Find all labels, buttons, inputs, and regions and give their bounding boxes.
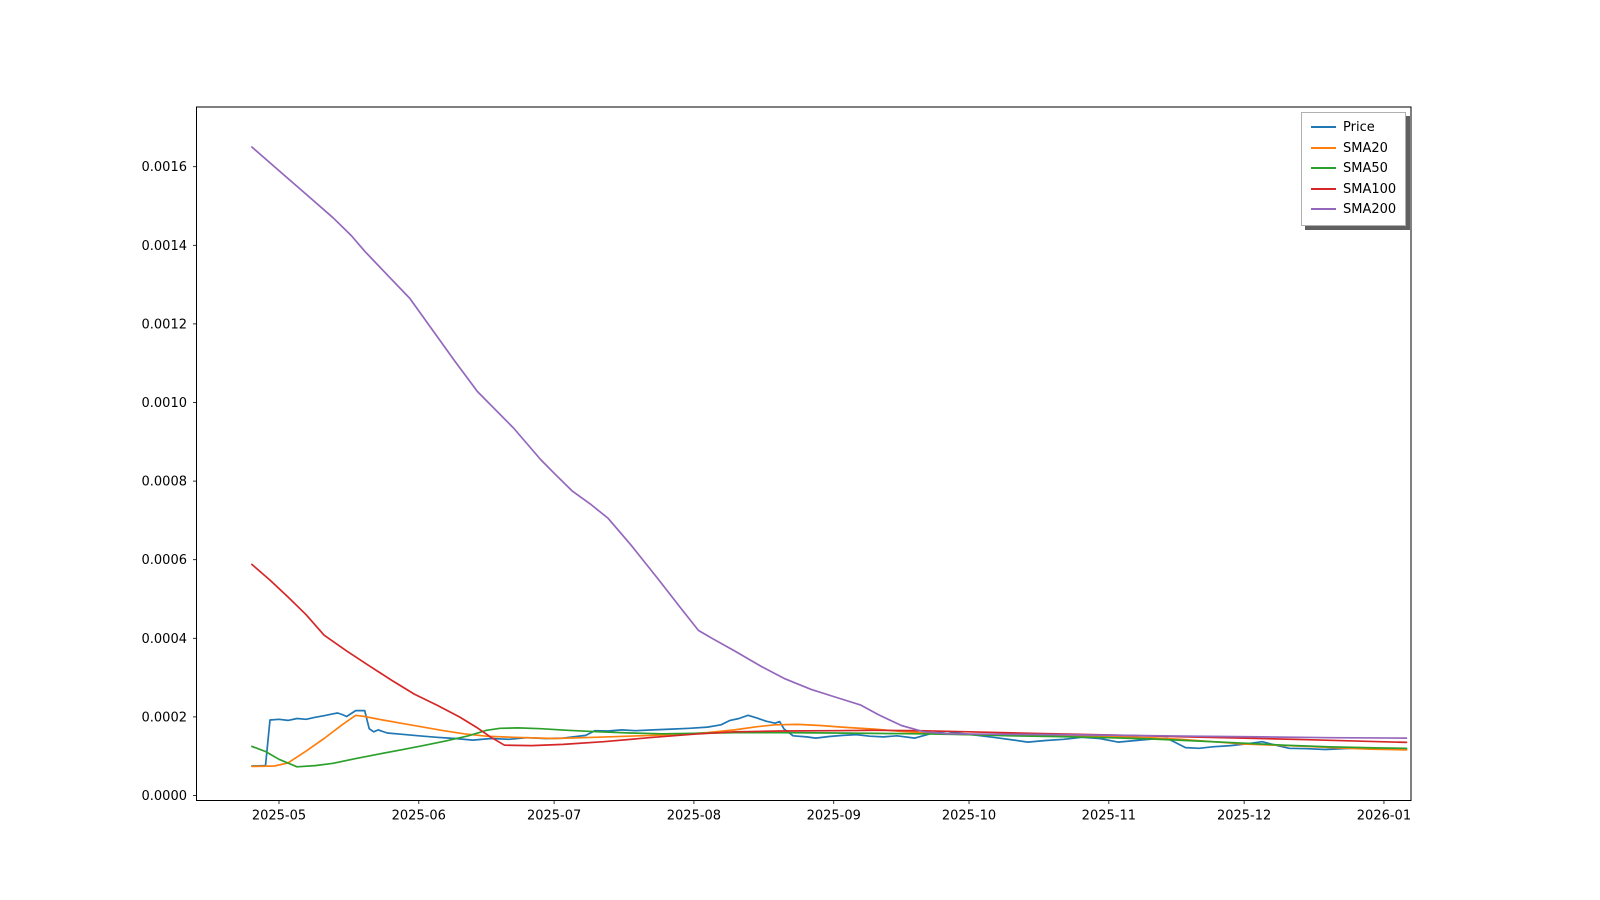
legend-swatch-sma50: [1311, 167, 1336, 170]
legend-swatch-sma20: [1311, 146, 1336, 149]
sma50-line: [251, 727, 1408, 768]
y-tick-label: 0.0008: [142, 475, 188, 490]
y-tick-label: 0.0016: [142, 160, 188, 175]
y-tick-label: 0.0012: [142, 317, 188, 332]
x-tick-label: 2025-09: [807, 809, 861, 824]
legend-swatch-sma100: [1311, 187, 1336, 190]
x-tick-label: 2025-08: [667, 809, 721, 824]
x-tick-label: 2025-06: [392, 809, 446, 824]
legend-item-sma200: SMA200: [1311, 199, 1396, 220]
legend-item-sma50: SMA50: [1311, 158, 1396, 179]
legend-item-price: Price: [1311, 117, 1396, 138]
y-tick-label: 0.0006: [142, 553, 188, 568]
legend-item-sma100: SMA100: [1311, 179, 1396, 200]
legend-label-price: Price: [1343, 120, 1375, 136]
legend-label-sma100: SMA100: [1343, 181, 1397, 197]
legend-label-sma50: SMA50: [1343, 161, 1388, 177]
legend: Price SMA20 SMA50 SMA100 SMA200: [1301, 112, 1407, 226]
y-tick-label: 0.0004: [142, 632, 188, 647]
legend-label-sma200: SMA200: [1343, 202, 1397, 218]
x-tick-label: 2025-05: [252, 809, 306, 824]
sma200-line: [251, 146, 1408, 739]
x-tick-label: 2025-11: [1082, 809, 1136, 824]
y-tick-label: 0.0014: [142, 239, 188, 254]
y-tick-label: 0.0002: [142, 710, 188, 725]
legend-item-sma20: SMA20: [1311, 138, 1396, 159]
legend-swatch-sma200: [1311, 208, 1336, 211]
y-tick-label: 0.0000: [142, 789, 188, 804]
x-tick-label: 2026-01: [1357, 809, 1411, 824]
plot-area: [196, 106, 1412, 801]
x-tick-label: 2025-10: [942, 809, 996, 824]
legend-label-sma20: SMA20: [1343, 140, 1388, 156]
y-tick-label: 0.0010: [142, 396, 188, 411]
sma100-line: [251, 563, 1408, 747]
x-tick-label: 2025-12: [1217, 809, 1271, 824]
legend-swatch-price: [1311, 126, 1336, 129]
x-tick-label: 2025-07: [527, 809, 581, 824]
